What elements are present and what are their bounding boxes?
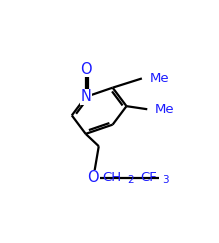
Text: CH: CH	[103, 171, 122, 184]
Text: 3: 3	[162, 175, 169, 185]
Text: Me: Me	[150, 72, 169, 85]
Text: Me: Me	[155, 103, 175, 116]
Text: O: O	[80, 62, 92, 77]
Text: O: O	[88, 170, 99, 185]
Text: N: N	[80, 89, 91, 104]
Text: 2: 2	[127, 175, 134, 185]
Text: CF: CF	[140, 171, 157, 184]
